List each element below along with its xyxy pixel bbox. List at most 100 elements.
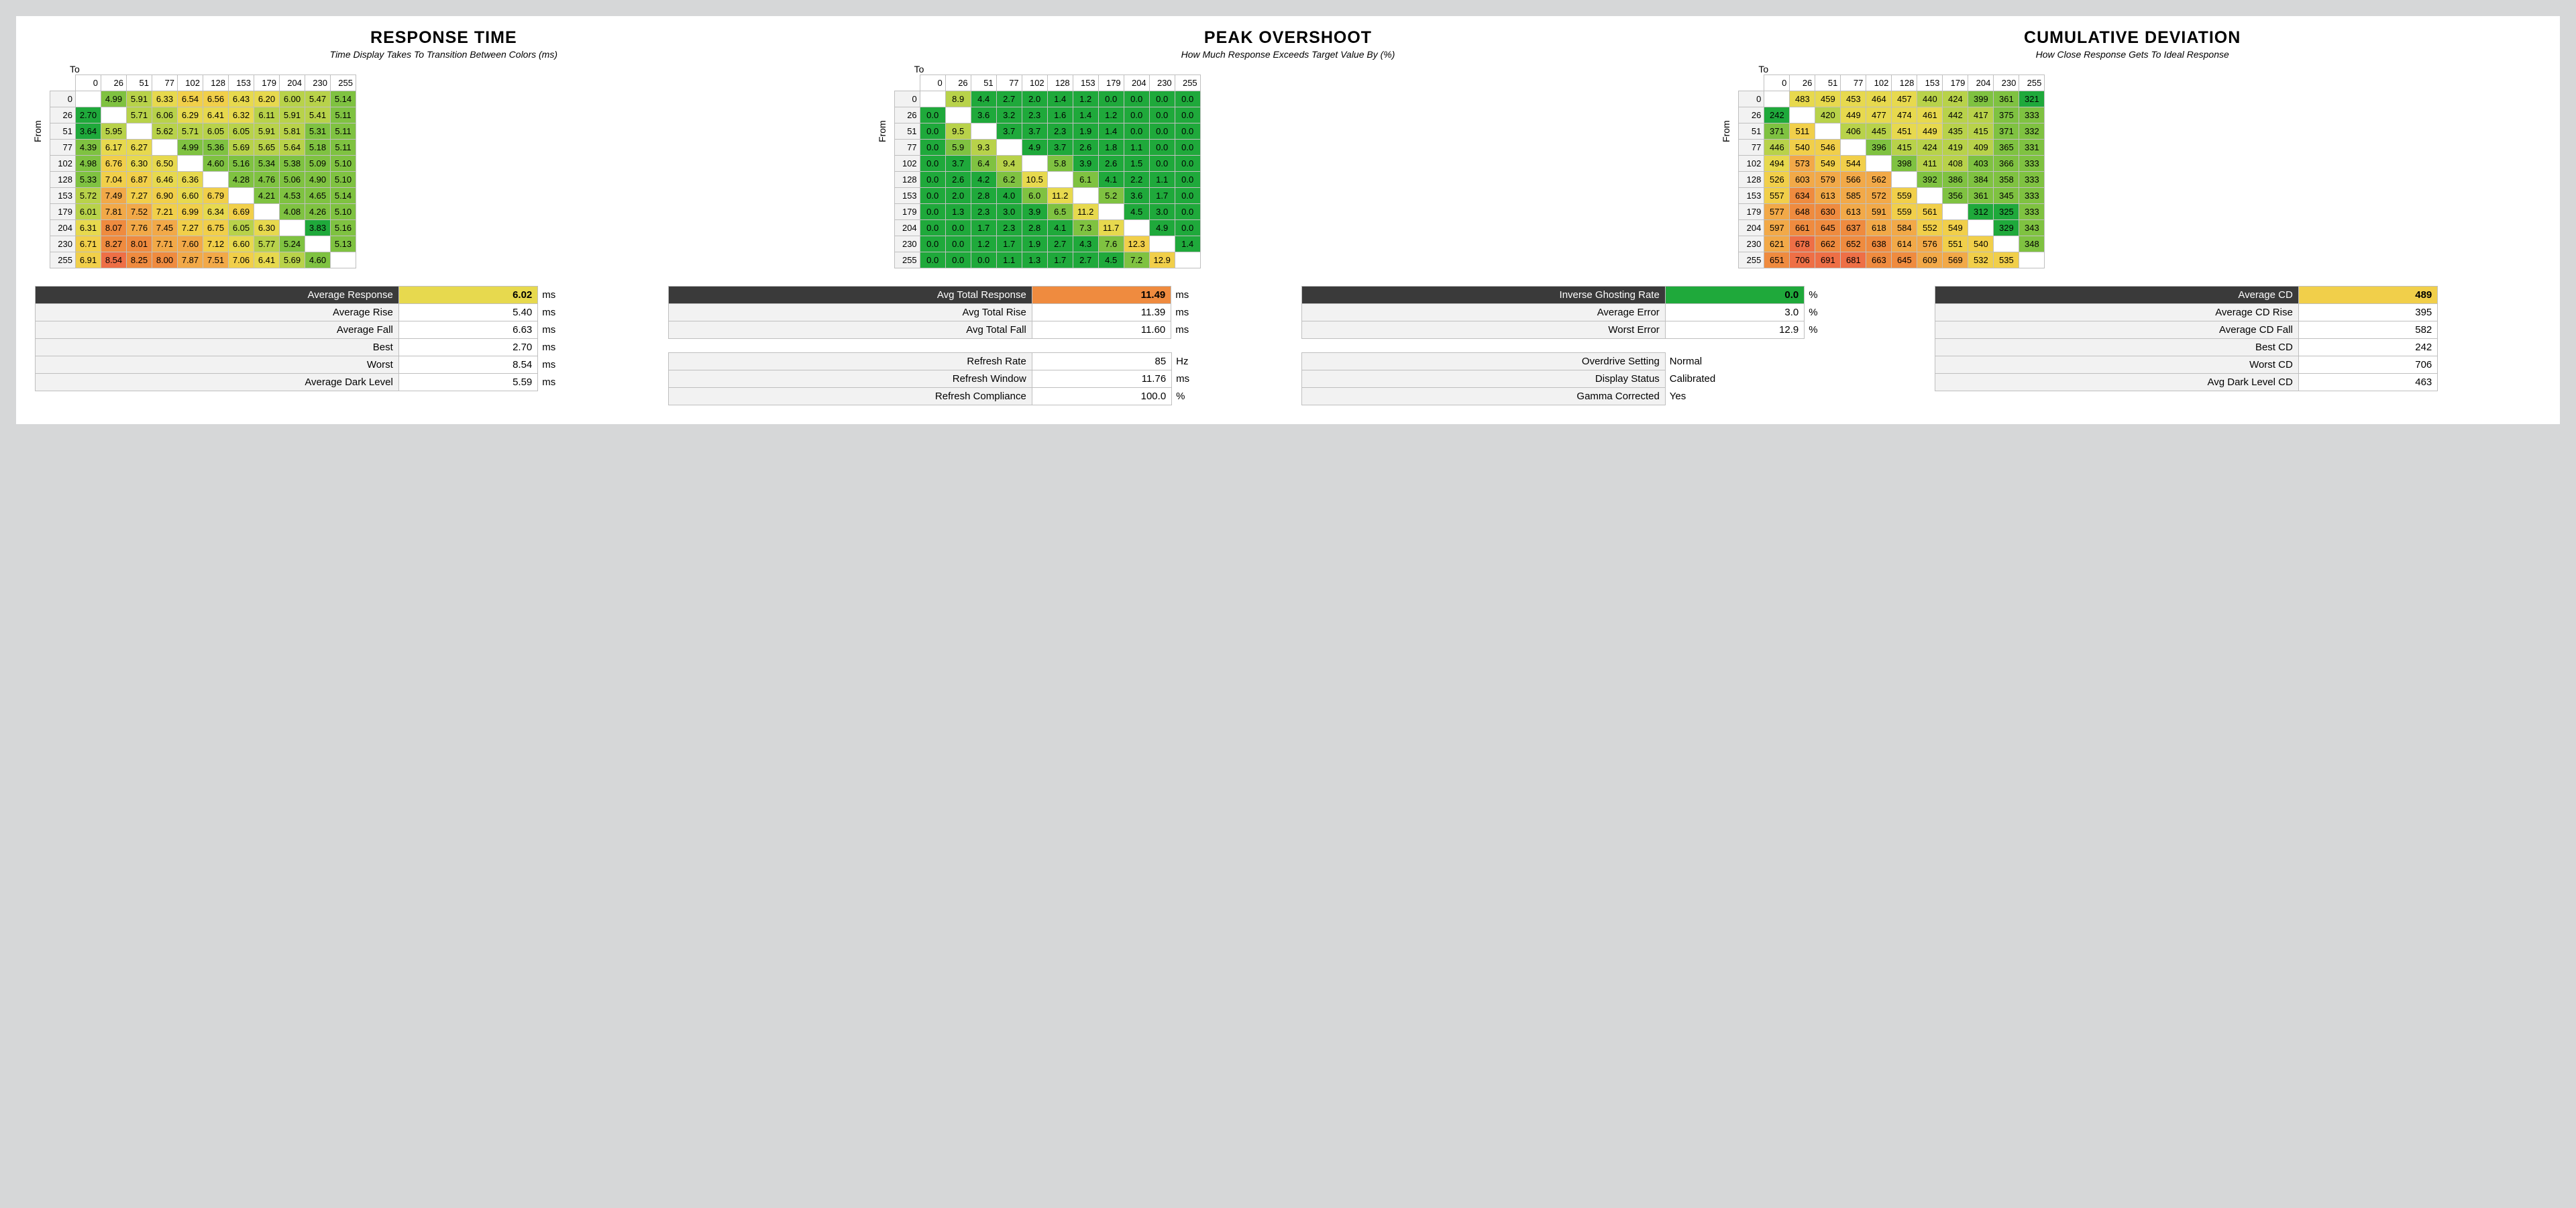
- heat-cell: 435: [1943, 123, 1968, 140]
- row-header: 153: [50, 188, 76, 204]
- row-header: 153: [894, 188, 920, 204]
- heat-cell: 1.1: [1124, 140, 1149, 156]
- heat-cell: 2.6: [945, 172, 971, 188]
- heat-cell: 0.0: [1175, 156, 1200, 172]
- row-header: 51: [894, 123, 920, 140]
- col-header: 26: [945, 75, 971, 91]
- heat-cell: 2.3: [1022, 107, 1047, 123]
- heatmap-table: 026517710212815317920423025508.94.42.72.…: [894, 74, 1201, 268]
- heat-cell: [1124, 220, 1149, 236]
- row-header: 179: [1739, 204, 1764, 220]
- heat-cell: [1968, 220, 1994, 236]
- heat-cell: 5.95: [101, 123, 127, 140]
- heat-cell: 0.0: [1175, 140, 1200, 156]
- row-header: 230: [1739, 236, 1764, 252]
- heatmaps-row: RESPONSE TIMETime Display Takes To Trans…: [35, 28, 2541, 268]
- heat-cell: 3.6: [1124, 188, 1149, 204]
- col-header: 255: [331, 75, 356, 91]
- heat-cell: 453: [1841, 91, 1866, 107]
- heat-cell: [996, 140, 1022, 156]
- row-header: 255: [50, 252, 76, 268]
- heat-cell: 579: [1815, 172, 1841, 188]
- stat-label: Avg Total Rise: [669, 304, 1032, 321]
- heat-cell: 681: [1841, 252, 1866, 268]
- axis-label-to: To: [1758, 64, 2541, 74]
- heat-cell: 5.91: [127, 91, 152, 107]
- heat-cell: 4.21: [254, 188, 280, 204]
- heat-cell: [1943, 204, 1968, 220]
- row-header: 204: [50, 220, 76, 236]
- heat-cell: 0.0: [1149, 140, 1175, 156]
- heat-cell: 5.06: [280, 172, 305, 188]
- heat-cell: 2.3: [1047, 123, 1073, 140]
- heat-cell: 552: [1917, 220, 1943, 236]
- col-header: 204: [280, 75, 305, 91]
- heat-cell: 3.0: [996, 204, 1022, 220]
- row-header: 128: [50, 172, 76, 188]
- heat-cell: 0.0: [1175, 220, 1200, 236]
- col-header: 77: [1841, 75, 1866, 91]
- stat-label: Best CD: [1935, 339, 2299, 356]
- row-header: 255: [1739, 252, 1764, 268]
- heat-cell: 4.65: [305, 188, 331, 204]
- heat-cell: [971, 123, 996, 140]
- heat-cell: 0.0: [1149, 123, 1175, 140]
- stat-value: 0.0: [1665, 287, 1804, 304]
- stat-value: 6.63: [398, 321, 537, 339]
- heat-cell: 2.7: [1073, 252, 1098, 268]
- heat-cell: 12.3: [1124, 236, 1149, 252]
- heat-cell: 6.79: [203, 188, 229, 204]
- col-header: 153: [229, 75, 254, 91]
- page: RESPONSE TIMETime Display Takes To Trans…: [16, 16, 2560, 424]
- heat-cell: 5.11: [331, 123, 356, 140]
- heat-cell: 11.2: [1073, 204, 1098, 220]
- stat-label: Average Fall: [36, 321, 399, 339]
- stat-value: 706: [2298, 356, 2437, 374]
- heat-cell: 613: [1841, 204, 1866, 220]
- heat-cell: 535: [1994, 252, 2019, 268]
- heat-cell: 6.36: [178, 172, 203, 188]
- heat-cell: 0.0: [920, 220, 945, 236]
- stat-label: Overdrive Setting: [1302, 353, 1666, 370]
- heat-cell: [178, 156, 203, 172]
- stat-label: Average Response: [36, 287, 399, 304]
- heat-cell: [76, 91, 101, 107]
- heat-cell: 408: [1943, 156, 1968, 172]
- heat-cell: 5.65: [254, 140, 280, 156]
- heat-cell: 2.70: [76, 107, 101, 123]
- heat-cell: 371: [1764, 123, 1790, 140]
- heat-cell: 2.6: [1073, 140, 1098, 156]
- heat-cell: 652: [1841, 236, 1866, 252]
- heat-cell: 0.0: [1175, 188, 1200, 204]
- heat-cell: 312: [1968, 204, 1994, 220]
- row-header: 179: [894, 204, 920, 220]
- heat-cell: 3.9: [1022, 204, 1047, 220]
- heat-cell: 577: [1764, 204, 1790, 220]
- col-header: 230: [1994, 75, 2019, 91]
- heat-cell: 559: [1892, 204, 1917, 220]
- heat-cell: 0.0: [920, 188, 945, 204]
- heat-cell: 442: [1943, 107, 1968, 123]
- heat-cell: 1.1: [996, 252, 1022, 268]
- heat-cell: 5.16: [331, 220, 356, 236]
- heat-cell: 7.06: [229, 252, 254, 268]
- heat-cell: 1.4: [1047, 91, 1073, 107]
- stat-unit: ms: [1171, 287, 1275, 304]
- heat-cell: 6.06: [152, 107, 178, 123]
- heat-cell: 0.0: [920, 156, 945, 172]
- heat-cell: 398: [1892, 156, 1917, 172]
- heat-cell: 2.3: [971, 204, 996, 220]
- heat-cell: 584: [1892, 220, 1917, 236]
- heat-cell: 6.99: [178, 204, 203, 220]
- stat-table: Average CD489Average CD Rise395Average C…: [1935, 286, 2541, 391]
- heat-cell: [1098, 204, 1124, 220]
- heat-cell: 399: [1968, 91, 1994, 107]
- heat-cell: 6.31: [76, 220, 101, 236]
- stat-unit: [2438, 321, 2541, 339]
- stat-label: Worst: [36, 356, 399, 374]
- heat-cell: 420: [1815, 107, 1841, 123]
- heat-cell: 333: [2019, 107, 2045, 123]
- heat-cell: 1.4: [1073, 107, 1098, 123]
- heat-cell: 1.2: [971, 236, 996, 252]
- stat-table: Inverse Ghosting Rate0.0%Average Error3.…: [1301, 286, 1908, 339]
